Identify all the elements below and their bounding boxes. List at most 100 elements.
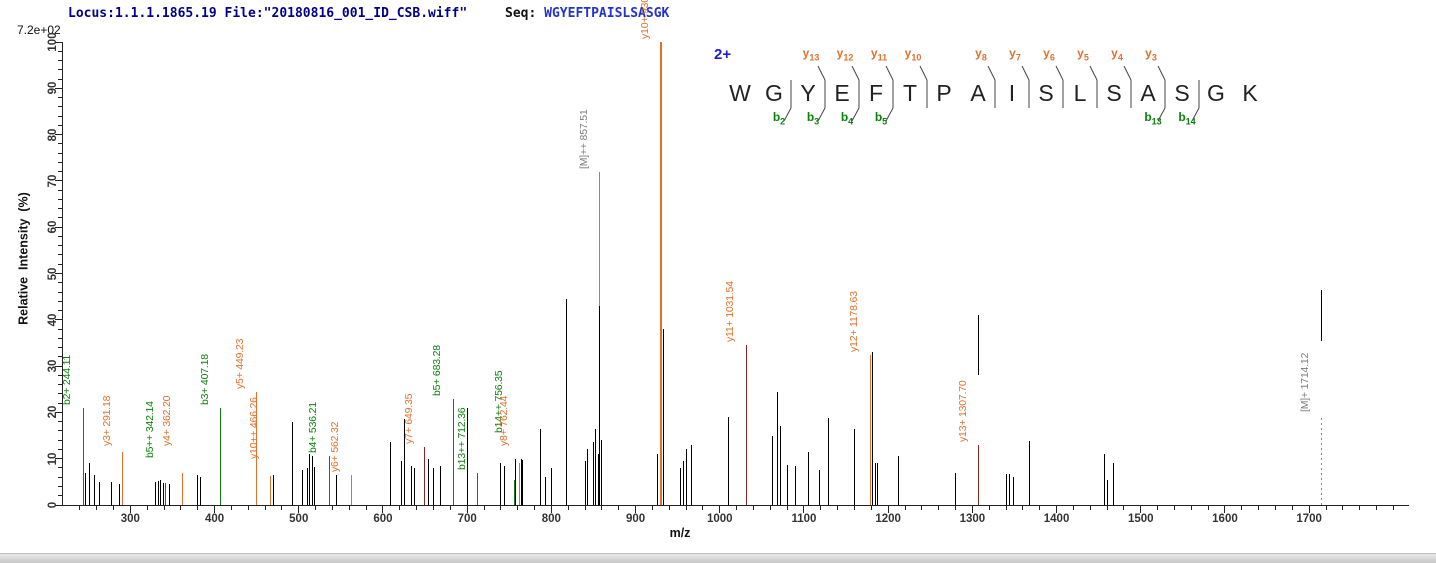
peak bbox=[432, 467, 434, 505]
x-minor-tick bbox=[315, 506, 317, 510]
x-minor-tick bbox=[601, 506, 603, 510]
x-major-tick bbox=[803, 506, 805, 513]
residue-letter: A bbox=[970, 80, 986, 106]
peak bbox=[1029, 441, 1031, 505]
y-minor-tick bbox=[58, 235, 62, 237]
cleavage-marks bbox=[783, 65, 1200, 122]
peak bbox=[656, 454, 658, 505]
y-major-tick bbox=[55, 41, 62, 43]
x-minor-tick bbox=[1157, 506, 1159, 510]
x-minor-tick bbox=[786, 506, 788, 510]
peak bbox=[592, 442, 594, 505]
residue-letter: T bbox=[902, 80, 918, 106]
peak bbox=[411, 465, 413, 505]
peak bbox=[122, 451, 124, 505]
x-major-tick bbox=[1308, 506, 1310, 513]
peak bbox=[514, 479, 516, 505]
peak bbox=[690, 444, 692, 505]
y-major-tick bbox=[55, 226, 62, 228]
y-ion-label: y3 bbox=[1145, 46, 1157, 63]
peak-label: y12+ 1178.63 bbox=[848, 290, 861, 352]
x-major-tick bbox=[466, 506, 468, 513]
y-minor-tick bbox=[58, 421, 62, 423]
y-major-tick bbox=[55, 458, 62, 460]
peak bbox=[875, 463, 877, 505]
peak bbox=[683, 461, 685, 505]
b-ion-label: b4 bbox=[840, 110, 854, 127]
peak-label: b5++ 342.14 bbox=[143, 401, 156, 458]
x-minor-tick bbox=[1207, 506, 1209, 510]
y-minor-tick bbox=[58, 485, 62, 487]
y-minor-tick bbox=[58, 402, 62, 404]
x-minor-tick bbox=[955, 506, 957, 510]
peak-label: b13++ 712.36 bbox=[455, 407, 468, 470]
b-ion-label: b14 bbox=[1178, 110, 1196, 127]
x-tick-label: 1300 bbox=[959, 513, 986, 525]
x-minor-tick bbox=[904, 506, 906, 510]
x-minor-tick bbox=[1072, 506, 1074, 510]
peak bbox=[519, 463, 521, 505]
x-major-tick bbox=[550, 506, 552, 513]
peak bbox=[599, 171, 601, 306]
x-major-tick bbox=[129, 506, 131, 513]
x-minor-tick bbox=[483, 506, 485, 510]
x-minor-tick bbox=[752, 506, 754, 510]
y-tick-label: 40 bbox=[47, 313, 59, 327]
peak bbox=[1006, 473, 1008, 505]
peak-label: y6+ 562.32 bbox=[329, 421, 342, 472]
seq-value: WGYEFTPAISLSASGK bbox=[544, 6, 670, 21]
peak bbox=[157, 480, 159, 505]
peak-label: y7+ 649.35 bbox=[402, 393, 415, 445]
peak bbox=[328, 456, 330, 505]
absolute-intensity-scale: 7.2e+02 bbox=[17, 23, 61, 37]
x-minor-tick bbox=[79, 506, 81, 510]
x-tick-label: 500 bbox=[289, 513, 309, 525]
x-major-tick bbox=[887, 506, 889, 513]
peak bbox=[118, 484, 120, 505]
sequence-header: Seq: WGYEFTPAISLSASGK bbox=[505, 6, 669, 21]
x-minor-tick bbox=[567, 506, 569, 510]
y-minor-tick bbox=[58, 448, 62, 450]
peak bbox=[255, 391, 257, 505]
residue-letter: W bbox=[729, 80, 751, 106]
y-ion-label: y12 bbox=[836, 46, 854, 63]
residue-letter: S bbox=[1174, 80, 1190, 106]
peak bbox=[795, 465, 797, 505]
peak bbox=[869, 354, 871, 505]
x-minor-tick bbox=[1173, 506, 1175, 510]
x-minor-tick bbox=[769, 506, 771, 510]
y-ion-label: y13 bbox=[802, 46, 820, 63]
peak bbox=[662, 329, 664, 505]
x-major-tick bbox=[719, 506, 721, 513]
x-minor-tick bbox=[331, 506, 333, 510]
peak bbox=[503, 465, 505, 505]
x-minor-tick bbox=[1123, 506, 1125, 510]
peak bbox=[772, 435, 774, 505]
residue-letter: K bbox=[1242, 80, 1258, 106]
y-minor-tick bbox=[58, 161, 62, 163]
peak bbox=[197, 474, 199, 505]
y-ion-label: y7 bbox=[1009, 46, 1021, 63]
b-ion-label: b3 bbox=[806, 110, 820, 127]
x-minor-tick bbox=[702, 506, 704, 510]
y-minor-tick bbox=[58, 143, 62, 145]
residue-letter: L bbox=[1073, 80, 1087, 106]
x-major-tick bbox=[298, 506, 300, 513]
b-ion-label: b5 bbox=[874, 110, 888, 127]
peak-label: b2+ 244.11 bbox=[61, 354, 74, 405]
peak bbox=[550, 467, 552, 505]
y-tick-label: 10 bbox=[47, 452, 59, 466]
x-minor-tick bbox=[146, 506, 148, 510]
peak bbox=[155, 481, 157, 505]
x-minor-tick bbox=[197, 506, 199, 510]
x-minor-tick bbox=[1359, 506, 1361, 510]
x-minor-tick bbox=[685, 506, 687, 510]
x-minor-tick bbox=[500, 506, 502, 510]
peak bbox=[599, 305, 601, 505]
x-tick-label: 900 bbox=[625, 513, 646, 525]
peak bbox=[978, 444, 980, 505]
x-minor-tick bbox=[837, 506, 839, 510]
x-minor-tick bbox=[1392, 506, 1394, 510]
